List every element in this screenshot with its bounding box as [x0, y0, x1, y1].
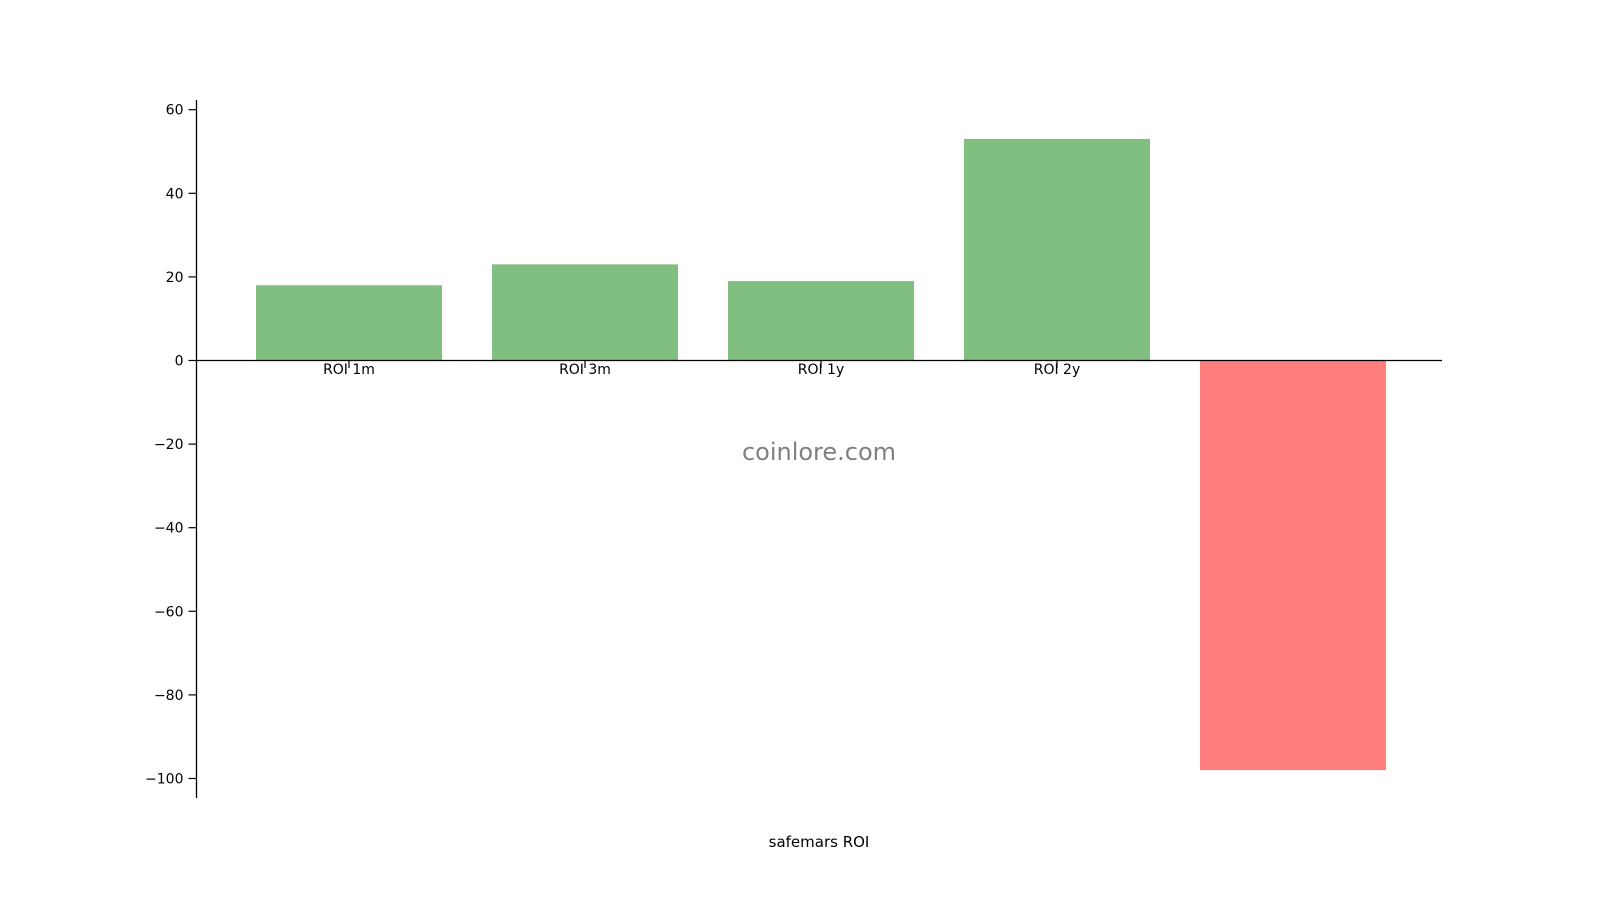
bar-roi-1y [728, 281, 914, 361]
bar-roi-1m [256, 285, 442, 361]
x-tick-label-roi-2y: ROI 2y [1034, 362, 1081, 378]
bar-roi-3m [492, 264, 678, 361]
watermark: coinlore.com [741, 438, 897, 466]
y-tick-label: −100 [145, 772, 183, 788]
y-tick-label: 60 [166, 103, 184, 119]
bar-unlabeled-4 [1200, 360, 1386, 771]
y-tick-label: −40 [154, 521, 184, 537]
bar-roi-2y [964, 138, 1150, 361]
y-tick-label: 40 [166, 186, 184, 202]
y-tick-label: −80 [154, 688, 184, 704]
x-tick-label-roi-1y: ROI 1y [798, 362, 845, 378]
x-tick-label-roi-1m: ROI 1m [323, 362, 375, 378]
y-tick-label: 20 [166, 270, 184, 286]
y-tick-label: 0 [175, 354, 184, 370]
x-tick-label-roi-3m: ROI 3m [559, 362, 611, 378]
x-axis-title: safemars ROI [768, 833, 870, 851]
y-tick-label: −60 [154, 604, 184, 620]
y-tick-label: −20 [154, 437, 184, 453]
